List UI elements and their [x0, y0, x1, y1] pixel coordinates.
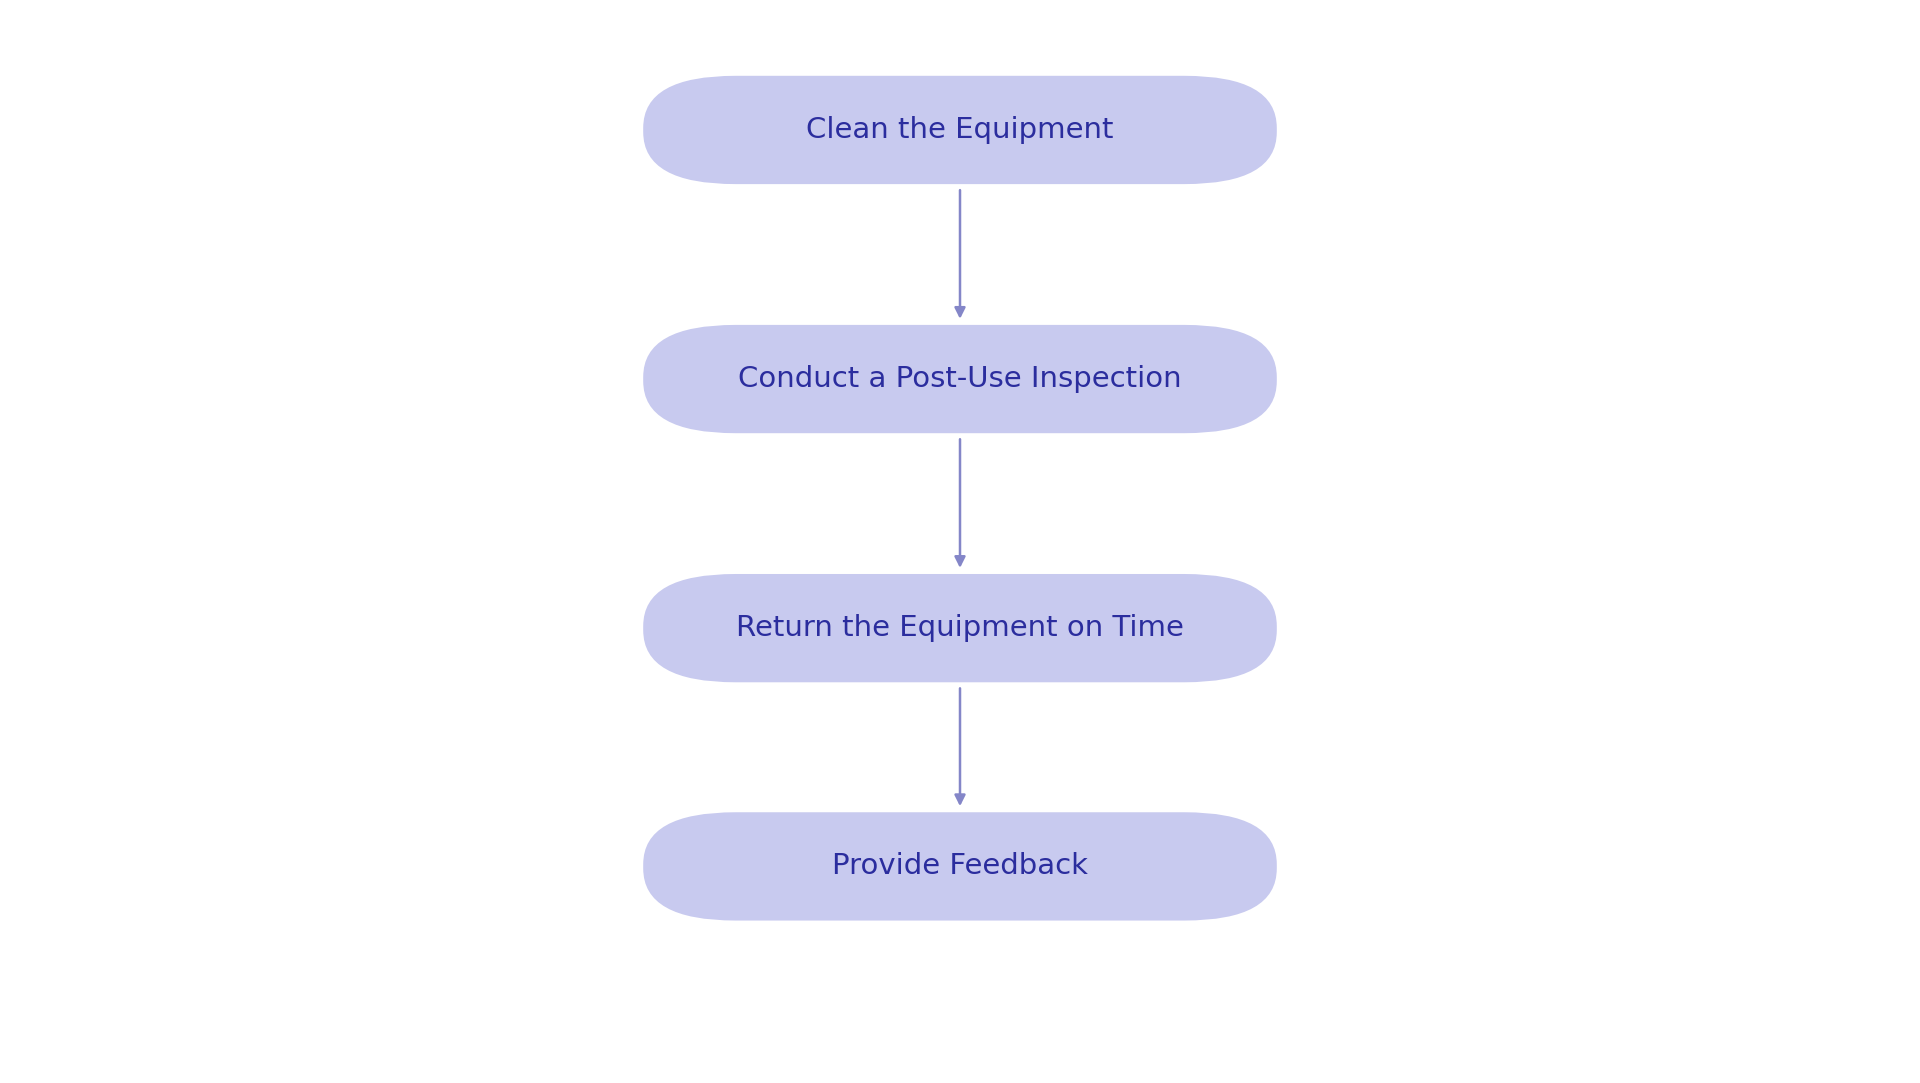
Text: Return the Equipment on Time: Return the Equipment on Time	[735, 614, 1185, 642]
FancyBboxPatch shape	[643, 812, 1277, 921]
FancyBboxPatch shape	[643, 76, 1277, 184]
Text: Conduct a Post-Use Inspection: Conduct a Post-Use Inspection	[737, 365, 1183, 393]
FancyBboxPatch shape	[643, 325, 1277, 433]
Text: Provide Feedback: Provide Feedback	[831, 852, 1089, 880]
Text: Clean the Equipment: Clean the Equipment	[806, 116, 1114, 144]
FancyBboxPatch shape	[643, 574, 1277, 682]
